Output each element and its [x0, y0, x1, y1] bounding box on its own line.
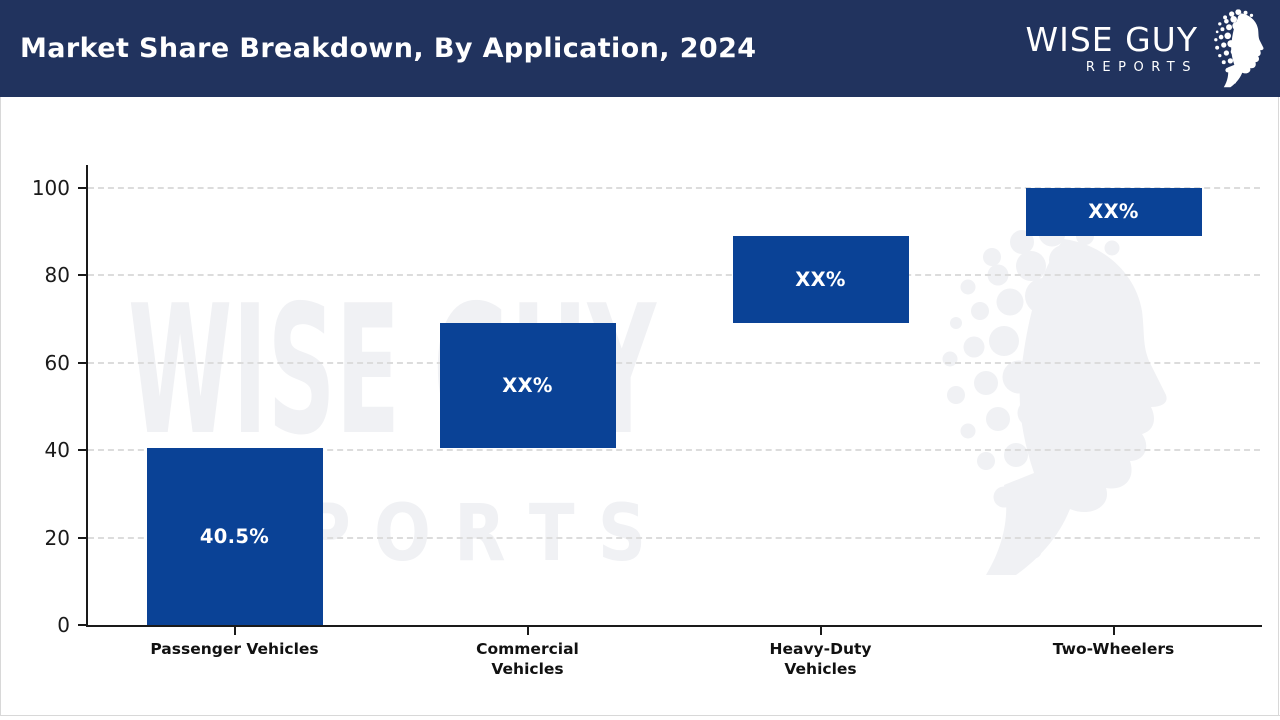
bar-segment: XX%	[439, 323, 616, 448]
y-axis-line	[86, 165, 88, 627]
bar-segment: 40.5%	[146, 447, 323, 625]
y-axis-tick	[78, 449, 86, 452]
x-axis-tick	[526, 627, 529, 635]
y-axis-tick	[78, 274, 86, 277]
category-label: Passenger Vehicles	[150, 640, 319, 658]
bar-segment: XX%	[1025, 187, 1202, 236]
gridline-100	[88, 186, 1260, 189]
y-tick-label: 80	[44, 263, 70, 288]
y-tick-label: 60	[44, 350, 70, 375]
y-tick-label: 100	[31, 175, 70, 200]
y-tick-label: 40	[44, 438, 70, 463]
bar-value-label: XX%	[502, 374, 553, 398]
x-axis-line	[86, 625, 1262, 627]
category-label: Heavy-Duty Vehicles	[769, 640, 872, 678]
y-axis-tick	[78, 624, 86, 626]
brand-name: WISE GUY	[1025, 19, 1198, 59]
y-tick-label: 20	[44, 525, 70, 550]
category-label: Two-Wheelers	[1052, 640, 1175, 658]
gridline-80	[88, 274, 1260, 277]
gridline-40	[88, 449, 1260, 452]
header-bar: Market Share Breakdown, By Application, …	[0, 0, 1280, 97]
y-tick-label: 0	[57, 613, 70, 637]
gridline-20	[88, 536, 1260, 539]
bar-value-label: XX%	[1088, 200, 1139, 224]
bar-value-label: 40.5%	[199, 524, 270, 548]
bar-segment: XX%	[732, 235, 909, 324]
frame-line-bottom	[0, 715, 1280, 716]
x-axis-tick	[819, 627, 822, 635]
x-axis-tick	[1112, 627, 1115, 635]
y-axis-tick	[78, 536, 86, 539]
page-title: Market Share Breakdown, By Application, …	[20, 33, 757, 64]
gridline-60	[88, 361, 1260, 364]
wiseguy-face-icon	[1200, 7, 1266, 91]
bar-value-label: XX%	[795, 267, 846, 291]
x-axis-tick	[233, 627, 236, 635]
y-axis-tick	[78, 186, 86, 189]
brand-logo: WISE GUY REPORTS	[1025, 7, 1266, 91]
brand-subtitle: REPORTS	[1085, 59, 1198, 75]
brand-text: WISE GUY REPORTS	[1025, 19, 1198, 75]
y-axis-tick	[78, 361, 86, 364]
frame-line-left	[0, 97, 1, 716]
category-label: Commercial Vehicles	[476, 640, 579, 678]
frame-line-right	[1278, 97, 1279, 716]
